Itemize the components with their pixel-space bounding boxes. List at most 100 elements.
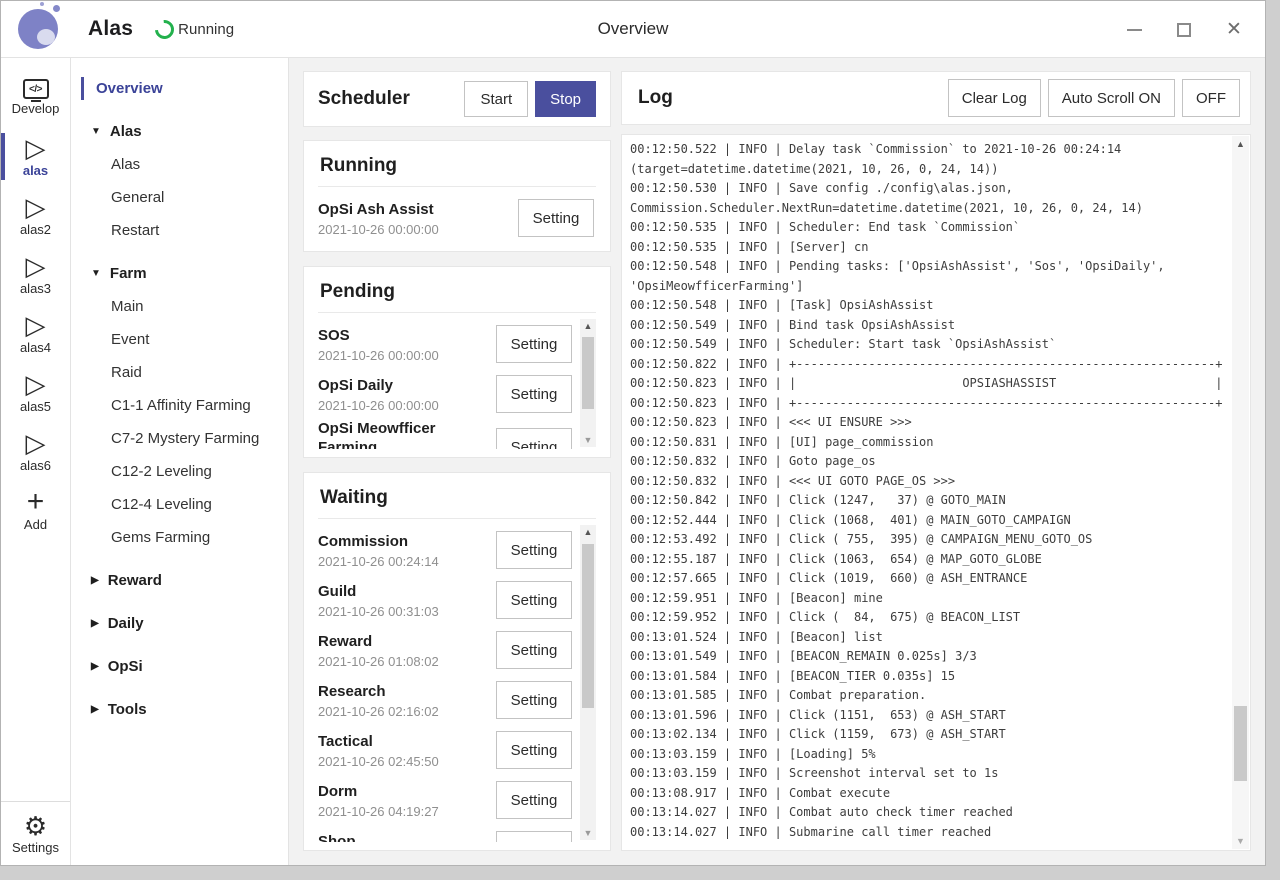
menu-group-farm[interactable]: ▼ Farm [71, 257, 288, 290]
menu-item-overview[interactable]: Overview [71, 72, 288, 105]
task-row: Guild 2021-10-26 00:31:03 Setting [318, 575, 574, 625]
auto-scroll-on-button[interactable]: Auto Scroll ON [1047, 79, 1175, 117]
caret-down-icon: ▼ [91, 126, 101, 137]
menu-item-raid[interactable]: Raid [111, 364, 142, 381]
clear-log-button[interactable]: Clear Log [947, 79, 1041, 117]
instance-rail: </> Develop ▷ alas ▷ alas2 ▷ [1, 58, 71, 865]
task-setting-button[interactable]: Setting [496, 375, 572, 413]
menu-group-reward[interactable]: ▶ Reward [71, 564, 288, 597]
task-name: OpSi Daily [318, 376, 394, 394]
task-next-run-time: 2021-10-26 02:16:02 [318, 703, 439, 719]
task-setting-button[interactable]: Setting [496, 831, 572, 842]
menu-group-opsi[interactable]: ▶ OpSi [71, 650, 288, 683]
task-setting-button[interactable]: Setting [496, 581, 572, 619]
rail-item-label: alas5 [19, 399, 52, 414]
waiting-panel: Waiting Commission 2021-10-26 00:24:14 [303, 472, 611, 851]
scrollbar-thumb[interactable] [582, 336, 594, 409]
instance-list: ▷ alas ▷ alas2 ▷ alas3 ▷ [1, 127, 70, 481]
task-setting-button[interactable]: Setting [518, 199, 594, 237]
rail-item-instance[interactable]: ▷ alas4 [1, 304, 70, 363]
rail-item-instance[interactable]: ▷ alas6 [1, 422, 70, 481]
app-title: Alas [88, 17, 134, 40]
log-scrollbar[interactable]: ▲ ▼ [1232, 136, 1249, 849]
menu-item-c7-2-mystery-farming[interactable]: C7-2 Mystery Farming [111, 430, 260, 447]
auto-scroll-off-button[interactable]: OFF [1182, 79, 1240, 117]
scheduler-title: Scheduler [318, 88, 410, 109]
rail-item-instance[interactable]: ▷ alas [1, 127, 70, 186]
running-panel: Running OpSi Ash Assist 2021-10-26 00:00… [303, 140, 611, 252]
rail-item-label: alas4 [19, 340, 52, 355]
menu-item-restart[interactable]: Restart [111, 222, 160, 239]
scheduler-status: Running [151, 15, 234, 43]
menu-group-label: Reward [107, 572, 162, 589]
minimize-icon [1126, 28, 1142, 31]
play-icon: ▷ [25, 369, 46, 399]
menu-item-c12-2-leveling[interactable]: C12-2 Leveling [111, 463, 212, 480]
waiting-scrollbar[interactable]: ▲ ▼ [580, 525, 596, 840]
scroll-up-icon[interactable]: ▲ [1236, 139, 1245, 149]
task-next-run-time: 2021-10-26 02:45:50 [318, 753, 439, 769]
stop-button[interactable]: Stop [535, 81, 596, 117]
app-window: Alas Running Overview ✕ </> Develop ▷ [0, 0, 1266, 866]
task-setting-button[interactable]: Setting [496, 731, 572, 769]
menu-item-c12-4-leveling[interactable]: C12-4 Leveling [111, 496, 212, 513]
task-row: Shop 2021-10-26 04:31:09 Setting [318, 825, 574, 842]
menu-item-event[interactable]: Event [111, 331, 150, 348]
rail-item-add[interactable]: + Add [1, 481, 70, 540]
task-name: Shop [318, 832, 356, 843]
task-next-run-time: 2021-10-26 00:00:00 [318, 397, 439, 413]
task-setting-button[interactable]: Setting [496, 681, 572, 719]
menu-group-label: Alas [109, 123, 142, 140]
rail-item-instance[interactable]: ▷ alas3 [1, 245, 70, 304]
menu-group-alas[interactable]: ▼ Alas [71, 115, 288, 148]
task-next-run-time: 2021-10-26 00:00:00 [318, 221, 439, 237]
menu-group-daily[interactable]: ▶ Daily [71, 607, 288, 640]
rail-item-label: alas2 [19, 222, 52, 237]
pending-scrollbar[interactable]: ▲ ▼ [580, 319, 596, 447]
rail-item-settings[interactable]: ⚙ Settings [1, 801, 70, 865]
start-button[interactable]: Start [464, 81, 529, 117]
menu-group-tools[interactable]: ▶ Tools [71, 693, 288, 726]
task-row: Research 2021-10-26 02:16:02 Setting [318, 675, 574, 725]
log-header: Log Clear Log Auto Scroll ON OFF [621, 71, 1251, 125]
maximize-button[interactable] [1173, 19, 1195, 41]
task-row: Tactical 2021-10-26 02:45:50 Setting [318, 725, 574, 775]
menu-item-alas[interactable]: Alas [111, 156, 141, 173]
gear-icon: ⚙ [23, 810, 48, 841]
develop-icon: </> [22, 79, 49, 102]
rail-item-develop[interactable]: </> Develop [1, 68, 70, 127]
rail-item-label: alas [22, 163, 49, 178]
rail-item-label: Add [23, 517, 48, 532]
menu-item-main[interactable]: Main [111, 298, 144, 315]
task-setting-button[interactable]: Setting [496, 631, 572, 669]
running-spinner-icon [151, 15, 179, 43]
caret-right-icon: ▶ [91, 704, 99, 715]
scroll-down-icon[interactable]: ▼ [583, 435, 593, 445]
minimize-button[interactable] [1123, 19, 1145, 41]
menu-group-label: Farm [109, 265, 147, 282]
scroll-up-icon[interactable]: ▲ [583, 321, 593, 331]
rail-item-instance[interactable]: ▷ alas5 [1, 363, 70, 422]
rail-item-label: alas3 [19, 281, 52, 296]
task-name: Reward [318, 632, 373, 650]
window-controls: ✕ [1123, 1, 1245, 58]
menu-item-general[interactable]: General [111, 189, 165, 206]
menu-item-c1-1-affinity-farming[interactable]: C1-1 Affinity Farming [111, 397, 251, 414]
scrollbar-thumb[interactable] [1234, 706, 1247, 782]
task-setting-button[interactable]: Setting [496, 781, 572, 819]
close-button[interactable]: ✕ [1223, 19, 1245, 41]
scroll-down-icon[interactable]: ▼ [583, 828, 593, 838]
rail-item-instance[interactable]: ▷ alas2 [1, 186, 70, 245]
main-content: Scheduler Start Stop Running OpSi Ash As… [289, 58, 1265, 865]
scroll-down-icon[interactable]: ▼ [1236, 836, 1245, 846]
caret-right-icon: ▶ [91, 575, 99, 586]
scrollbar-thumb[interactable] [582, 543, 594, 708]
task-setting-button[interactable]: Setting [496, 325, 572, 363]
app-logo-icon [18, 2, 60, 49]
play-icon: ▷ [25, 428, 46, 458]
scroll-up-icon[interactable]: ▲ [583, 527, 593, 537]
task-setting-button[interactable]: Setting [496, 428, 572, 449]
menu-item-gems-farming[interactable]: Gems Farming [111, 529, 211, 546]
task-setting-button[interactable]: Setting [496, 531, 572, 569]
task-name: OpSi Ash Assist [318, 200, 434, 218]
